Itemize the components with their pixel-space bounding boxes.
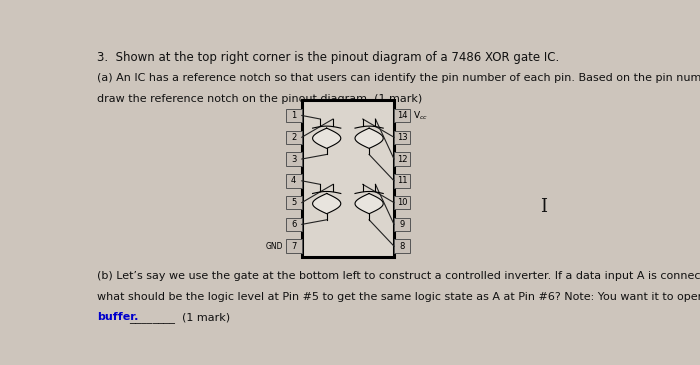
Bar [394, 131, 410, 144]
Text: ________  (1 mark): ________ (1 mark) [123, 312, 230, 323]
Text: 10: 10 [397, 198, 407, 207]
Bar [394, 196, 410, 210]
Bar [286, 152, 302, 166]
Polygon shape [355, 128, 383, 149]
Bar [286, 174, 302, 188]
Bar [286, 218, 302, 231]
Bar [394, 152, 410, 166]
Text: I: I [540, 198, 547, 216]
Bar [286, 109, 302, 122]
Text: buffer.: buffer. [97, 312, 139, 322]
Text: (a) An IC has a reference notch so that users can identify the pin number of eac: (a) An IC has a reference notch so that … [97, 73, 700, 83]
Bar [394, 109, 410, 122]
Bar [394, 218, 410, 231]
Text: (b) Let’s say we use the gate at the bottom left to construct a controlled inver: (b) Let’s say we use the gate at the bot… [97, 272, 700, 281]
Text: 11: 11 [397, 176, 407, 185]
Text: 13: 13 [397, 133, 407, 142]
Text: draw the reference notch on the pinout diagram. (1 mark): draw the reference notch on the pinout d… [97, 95, 423, 104]
Bar [286, 239, 302, 253]
Text: what should be the logic level at Pin #5 to get the same logic state as A at Pin: what should be the logic level at Pin #5… [97, 292, 700, 302]
Text: GND: GND [266, 242, 284, 251]
Text: 6: 6 [291, 220, 296, 229]
Text: 3: 3 [291, 154, 296, 164]
Bar [302, 100, 394, 257]
Text: 12: 12 [397, 154, 407, 164]
Text: 3.  Shown at the top right corner is the pinout diagram of a 7486 XOR gate IC.: 3. Shown at the top right corner is the … [97, 51, 559, 64]
Text: V$_{cc}$: V$_{cc}$ [413, 109, 428, 122]
Bar [394, 174, 410, 188]
Text: 9: 9 [400, 220, 405, 229]
Bar [286, 196, 302, 210]
Text: 14: 14 [397, 111, 407, 120]
Text: 5: 5 [291, 198, 296, 207]
Text: 1: 1 [291, 111, 296, 120]
Polygon shape [313, 128, 341, 149]
Text: 8: 8 [400, 242, 405, 251]
Bar [286, 131, 302, 144]
Polygon shape [313, 193, 341, 214]
Text: 2: 2 [291, 133, 296, 142]
Text: 7: 7 [291, 242, 296, 251]
Bar [394, 239, 410, 253]
Polygon shape [355, 193, 383, 214]
Text: 4: 4 [291, 176, 296, 185]
